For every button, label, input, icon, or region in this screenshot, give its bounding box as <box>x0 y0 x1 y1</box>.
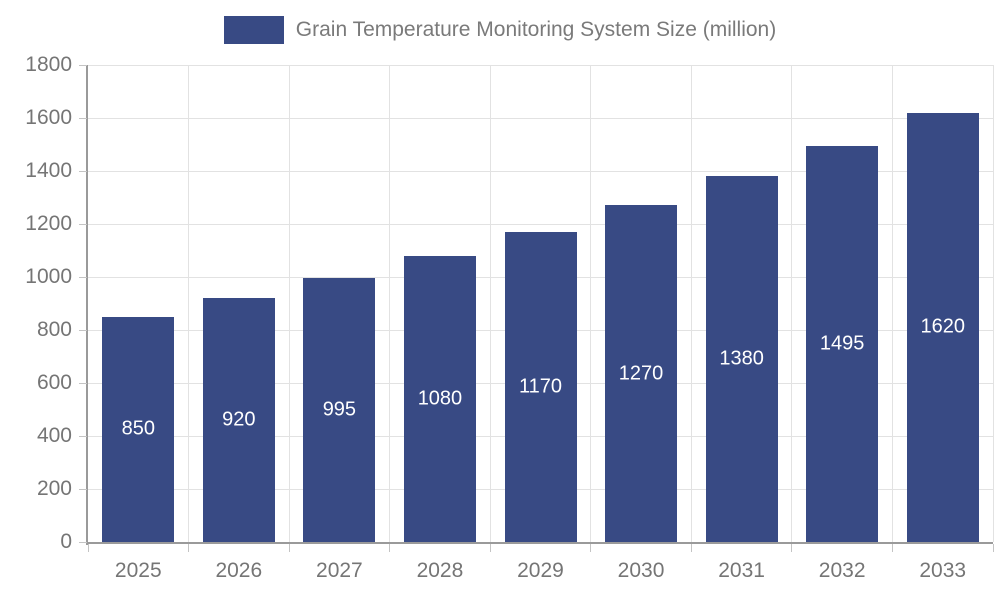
x-axis-tick <box>992 544 994 552</box>
x-axis-tick <box>87 544 89 552</box>
plot-area: 850 920 995 1080 1170 1270 1380 1495 1620 <box>88 64 994 542</box>
bar-value-label: 1270 <box>618 362 664 385</box>
y-axis-tick-label: 1400 <box>25 159 72 182</box>
legend-label: Grain Temperature Monitoring System Size… <box>295 18 777 41</box>
y-axis-tick-label: 200 <box>36 477 72 500</box>
gridline-horizontal <box>88 170 993 172</box>
y-axis-tick-label: 1800 <box>25 53 72 76</box>
bar[interactable]: 1380 <box>705 176 778 542</box>
y-axis-tick-label: 1000 <box>25 265 72 288</box>
x-axis-tick-label: 2028 <box>416 559 464 582</box>
y-axis-tick <box>79 382 87 384</box>
x-axis-tick-label: 2031 <box>718 559 765 582</box>
gridline-vertical <box>288 65 290 542</box>
legend-swatch <box>223 16 284 44</box>
bar[interactable]: 1620 <box>906 112 979 542</box>
y-axis-tick-label: 800 <box>36 318 72 341</box>
x-axis-tick <box>690 544 692 552</box>
bar-value-label: 995 <box>322 398 357 421</box>
y-axis-tick <box>79 223 87 225</box>
y-axis-line <box>86 65 88 545</box>
bar[interactable]: 1080 <box>403 255 476 542</box>
bar[interactable]: 995 <box>303 278 376 542</box>
x-axis-tick <box>891 544 893 552</box>
x-axis-tick-label: 2030 <box>617 559 665 582</box>
y-axis-tick-label: 400 <box>36 424 72 447</box>
gridline-vertical <box>992 65 994 542</box>
bar-value-label: 850 <box>121 417 155 440</box>
x-axis-tick <box>288 544 290 552</box>
bar[interactable]: 920 <box>202 298 275 542</box>
bar-value-label: 920 <box>222 408 256 431</box>
legend[interactable]: Grain Temperature Monitoring System Size… <box>0 16 1000 44</box>
y-axis-tick-label: 600 <box>36 371 72 394</box>
gridline-vertical <box>690 65 692 542</box>
bar-value-label: 1170 <box>518 375 563 398</box>
x-axis-tick-label: 2029 <box>517 559 564 582</box>
gridline-horizontal <box>88 117 993 119</box>
x-axis-tick-label: 2027 <box>316 559 363 582</box>
y-axis-tick <box>79 435 87 437</box>
gridline-vertical <box>489 65 491 542</box>
gridline-vertical <box>188 65 190 542</box>
bar[interactable]: 850 <box>102 316 175 542</box>
bar[interactable]: 1170 <box>504 231 577 542</box>
y-axis-tick <box>79 117 87 119</box>
gridline-vertical <box>389 65 391 542</box>
x-axis-tick-label: 2026 <box>215 559 263 582</box>
x-axis-tick-label: 2033 <box>919 559 967 582</box>
bar[interactable]: 1270 <box>605 205 678 542</box>
bar[interactable]: 1495 <box>806 145 879 542</box>
y-axis-tick <box>79 329 87 331</box>
y-axis-tick <box>79 276 87 278</box>
gridline-vertical <box>891 65 893 542</box>
y-axis-tick-label: 0 <box>60 530 72 553</box>
y-axis-tick <box>79 541 87 543</box>
x-axis-tick <box>489 544 491 552</box>
x-axis-tick <box>389 544 391 552</box>
bar-value-label: 1380 <box>719 347 764 370</box>
y-axis-tick-label: 1200 <box>25 212 72 235</box>
x-axis-tick <box>791 544 793 552</box>
gridline-horizontal <box>88 64 993 66</box>
x-axis-tick-label: 2032 <box>818 559 866 582</box>
x-axis-tick <box>188 544 190 552</box>
bar-value-label: 1080 <box>417 387 463 410</box>
bar-value-label: 1495 <box>819 332 865 355</box>
gridline-vertical <box>791 65 793 542</box>
y-axis-tick-label: 1600 <box>25 106 72 129</box>
gridline-horizontal <box>88 223 993 225</box>
x-axis-tick-label: 2025 <box>114 559 162 582</box>
y-axis-tick <box>79 170 87 172</box>
y-axis-tick <box>79 488 87 490</box>
bar-value-label: 1620 <box>920 315 965 338</box>
x-axis-tick <box>590 544 592 552</box>
x-axis-line <box>86 542 993 544</box>
y-axis-tick <box>79 64 87 66</box>
gridline-vertical <box>590 65 592 542</box>
